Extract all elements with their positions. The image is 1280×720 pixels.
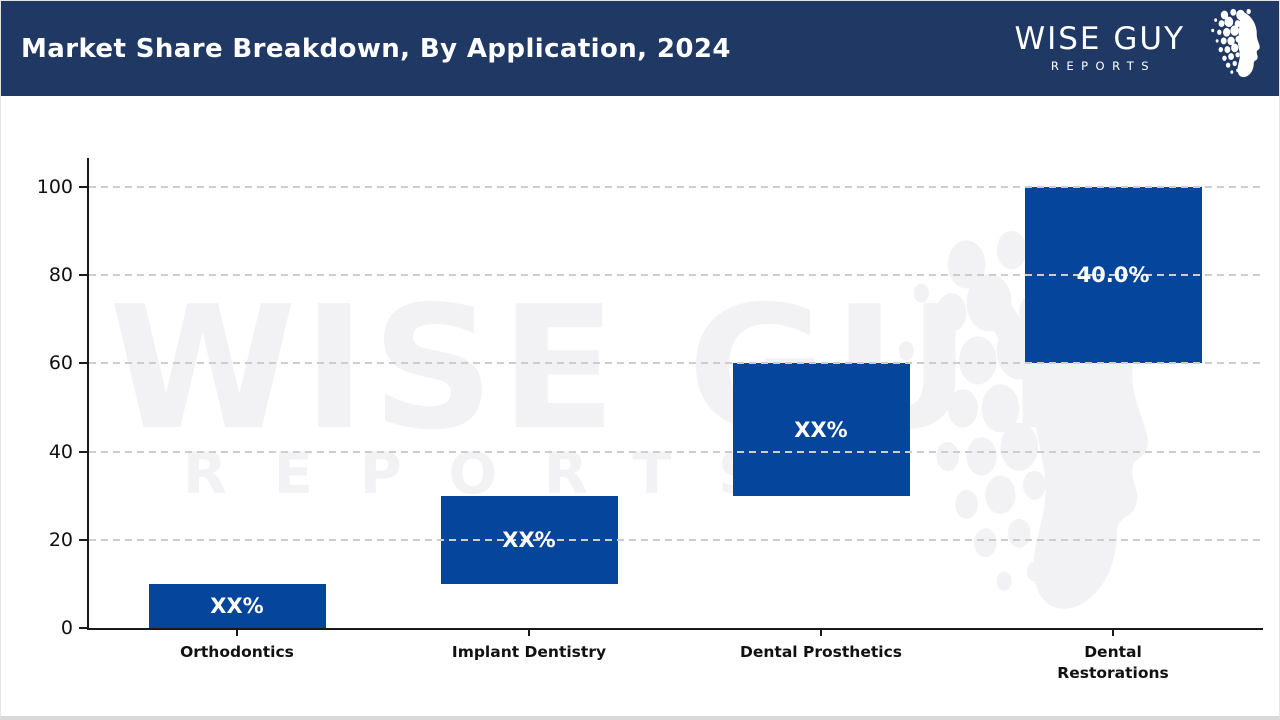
logo-text: WISE GUY REPORTS: [1014, 21, 1185, 74]
x-tick-label: Orthodontics: [180, 643, 294, 661]
wiseguy-logo: WISE GUY REPORTS: [1014, 8, 1279, 90]
y-tick-label: 100: [36, 176, 73, 198]
bar-value-label: XX%: [502, 527, 556, 552]
gridline: [89, 362, 1263, 365]
x-tick-label: Implant Dentistry: [451, 643, 607, 661]
y-tick-label: 80: [48, 264, 73, 287]
x-tick-mark: [528, 630, 530, 636]
x-tick-mark: [236, 630, 238, 636]
x-axis: [87, 628, 1263, 630]
bar-value-label: XX%: [794, 417, 848, 442]
x-tick-mark: [820, 630, 822, 636]
bar-value-label: XX%: [210, 593, 264, 618]
y-tick-label: 60: [48, 352, 73, 375]
y-tick-mark: [79, 362, 87, 365]
bar-value-label: 40.0%: [1076, 263, 1150, 288]
gridline: [89, 538, 1263, 541]
x-tick-mark: [1112, 630, 1114, 636]
y-tick-mark: [79, 186, 87, 188]
x-tick-label: Dental Restorations: [1057, 643, 1169, 682]
bar: [732, 363, 910, 496]
page-title: Market Share Breakdown, By Application, …: [21, 33, 731, 64]
y-tick-label: 20: [48, 528, 73, 551]
gridline: [89, 450, 1263, 453]
gridline: [89, 186, 1263, 188]
y-tick-mark: [79, 274, 87, 277]
bar: [148, 583, 326, 628]
y-tick-mark: [79, 450, 87, 453]
header-bar: Market Share Breakdown, By Application, …: [1, 1, 1279, 96]
y-axis: [87, 158, 89, 630]
waterfall-chart: WISE GUY REPORTS 0 20 40 60 80 100 XX% Orthodon…: [1, 96, 1279, 716]
y-tick-mark: [79, 538, 87, 541]
y-tick-label: 0: [60, 617, 73, 639]
watermark-subtitle: REPORTS: [183, 441, 807, 507]
y-tick-mark: [79, 627, 87, 629]
x-tick-label: Dental Prosthetics: [740, 643, 902, 661]
logo-subtitle: REPORTS: [1050, 59, 1157, 73]
gridline: [89, 274, 1263, 277]
y-tick-label: 40: [48, 440, 73, 463]
logo-wordmark: WISE GUY: [1014, 21, 1185, 57]
wiseguy-face-icon: [1179, 8, 1267, 90]
